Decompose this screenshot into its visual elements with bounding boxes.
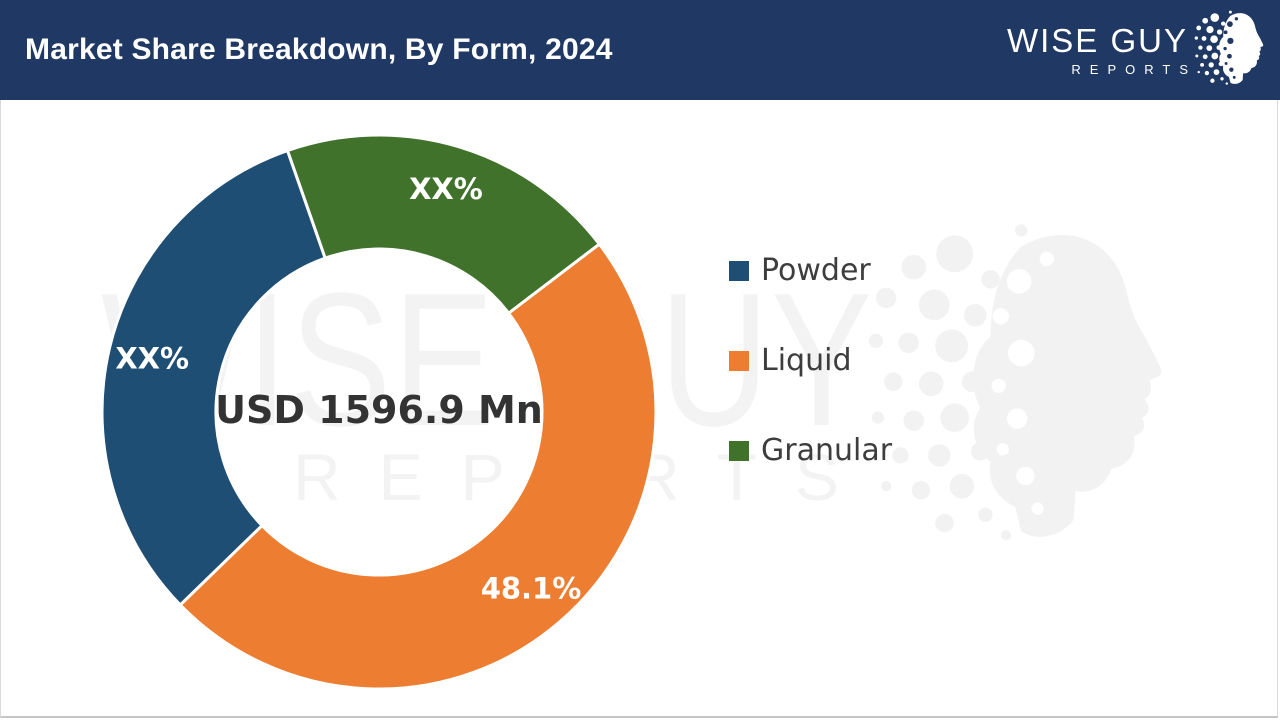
logo-brand-text: WISE GUY bbox=[1006, 22, 1188, 60]
donut-slice-powder bbox=[100, 149, 327, 607]
donut-chart: XX% 48.1% XX% bbox=[100, 133, 658, 691]
chart-area: WISE GUY REPORTS XX%48.1%XX% USD 1596.9 … bbox=[0, 100, 1278, 718]
legend-item-powder: Powder bbox=[729, 256, 871, 286]
donut-slice-liquid bbox=[178, 242, 658, 691]
wise-guy-logo: WISE GUY REPORTS bbox=[1007, 6, 1264, 94]
slice-label-powder: XX% bbox=[115, 341, 189, 375]
legend-label-powder: Powder bbox=[761, 253, 871, 288]
head-profile-icon bbox=[1192, 9, 1264, 91]
legend-item-liquid: Liquid bbox=[729, 346, 851, 376]
legend-item-granular: Granular bbox=[729, 436, 892, 466]
header-bar: Market Share Breakdown, By Form, 2024 WI… bbox=[0, 0, 1280, 100]
donut-slice-granular bbox=[285, 133, 601, 315]
logo-brand-subtext: REPORTS bbox=[1071, 61, 1197, 77]
legend-swatch-powder bbox=[729, 261, 749, 281]
donut-center-value: USD 1596.9 Mn bbox=[215, 388, 543, 432]
logo-text: WISE GUY REPORTS bbox=[1006, 22, 1188, 77]
legend-label-liquid: Liquid bbox=[761, 343, 852, 378]
watermark-head-icon bbox=[856, 218, 1166, 566]
legend-label-granular: Granular bbox=[761, 433, 893, 468]
page-title: Market Share Breakdown, By Form, 2024 bbox=[25, 33, 613, 66]
legend-swatch-liquid bbox=[729, 351, 749, 371]
slice-label-liquid: 48.1% bbox=[481, 572, 582, 606]
slice-label-granular: XX% bbox=[409, 172, 483, 206]
legend-swatch-granular bbox=[729, 441, 749, 461]
